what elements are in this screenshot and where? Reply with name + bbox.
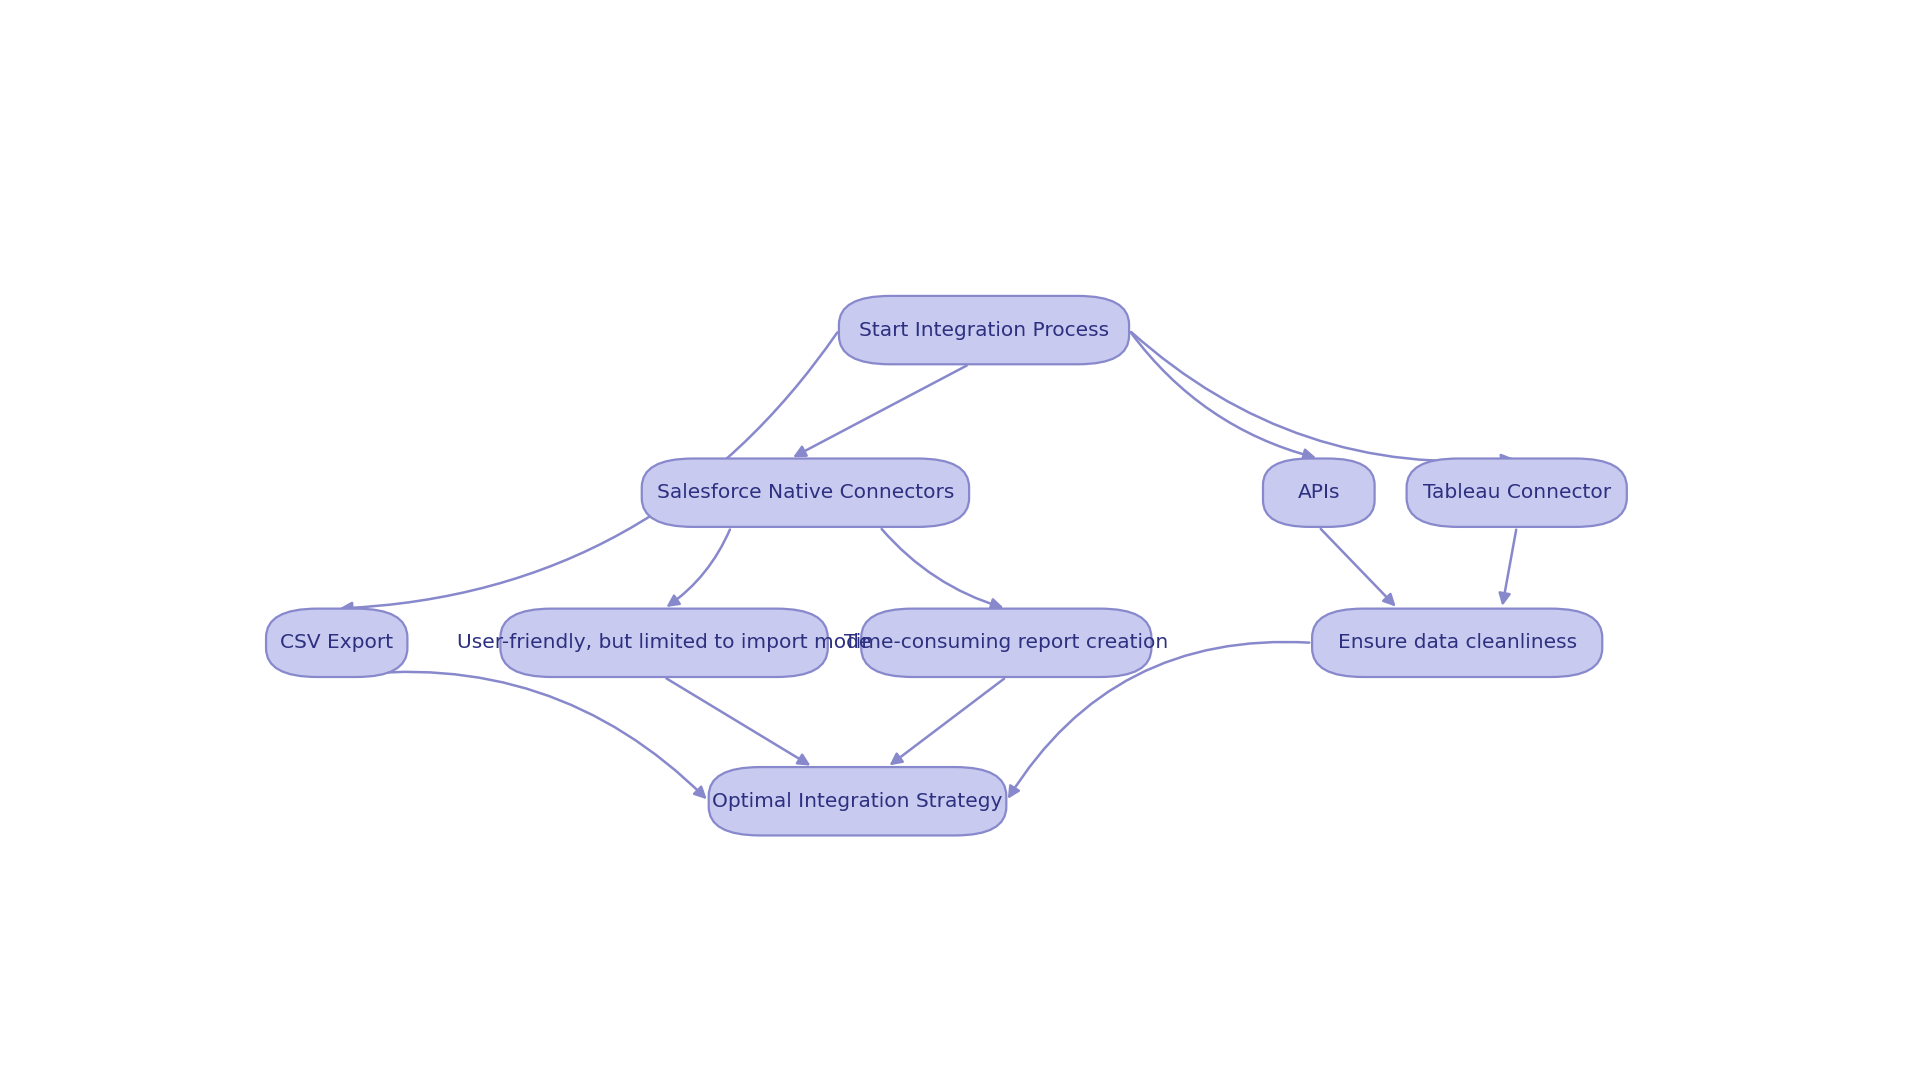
Text: User-friendly, but limited to import mode: User-friendly, but limited to import mod… (457, 634, 872, 652)
Text: Ensure data cleanliness: Ensure data cleanliness (1338, 634, 1576, 652)
FancyBboxPatch shape (1311, 609, 1603, 677)
Text: Tableau Connector: Tableau Connector (1423, 483, 1611, 503)
FancyBboxPatch shape (1407, 458, 1626, 527)
Text: APIs: APIs (1298, 483, 1340, 503)
FancyBboxPatch shape (839, 296, 1129, 364)
Text: Salesforce Native Connectors: Salesforce Native Connectors (657, 483, 954, 503)
Text: Optimal Integration Strategy: Optimal Integration Strategy (712, 792, 1002, 811)
FancyBboxPatch shape (862, 609, 1152, 677)
FancyBboxPatch shape (267, 609, 407, 677)
Text: Time-consuming report creation: Time-consuming report creation (845, 634, 1169, 652)
FancyBboxPatch shape (1263, 458, 1375, 527)
Text: Start Integration Process: Start Integration Process (858, 321, 1110, 340)
Text: CSV Export: CSV Export (280, 634, 394, 652)
FancyBboxPatch shape (501, 609, 828, 677)
FancyBboxPatch shape (641, 458, 970, 527)
FancyBboxPatch shape (708, 767, 1006, 835)
